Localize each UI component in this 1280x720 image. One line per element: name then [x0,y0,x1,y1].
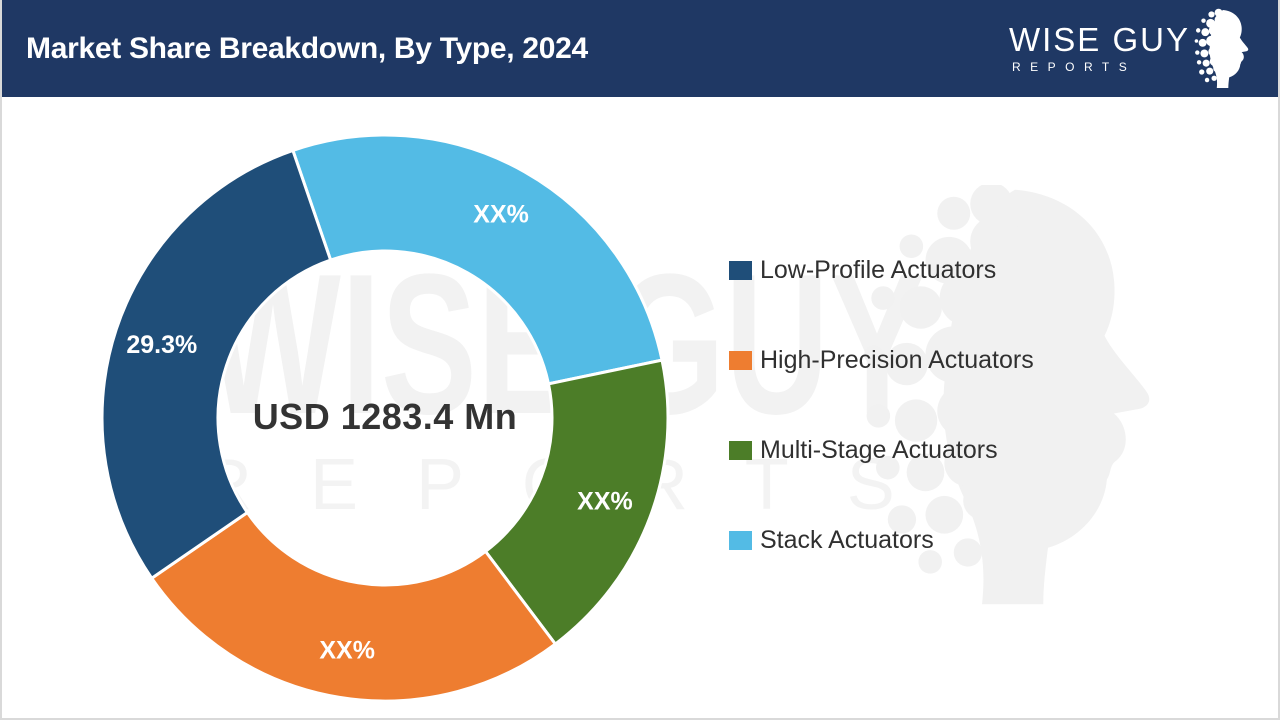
legend-item: Low-Profile Actuators [729,255,1034,285]
segment-label: 29.3% [126,331,197,359]
legend-label: Low-Profile Actuators [760,256,997,284]
logo-subtitle: REPORTS [1011,60,1137,74]
logo-head-icon [1194,8,1249,88]
donut-segment-multi-stage-actuators [484,358,670,646]
logo-wordmark: WISE GUY [1008,21,1190,58]
legend-swatch [729,350,752,370]
donut-segment-stack-actuators [291,133,664,386]
donut-segment-high-precision-actuators [150,511,557,703]
legend-swatch [729,530,752,550]
segment-label: XX% [473,200,529,228]
legend-item: High-Precision Actuators [729,345,1034,375]
legend-swatch [729,260,752,280]
legend-item: Multi-Stage Actuators [729,435,1034,465]
header-bar: Market Share Breakdown, By Type, 2024 WI… [0,0,1280,97]
segment-label: XX% [577,487,633,515]
segment-label: XX% [319,637,375,665]
wise-guy-logo: WISE GUY REPORTS [1009,8,1254,90]
legend-item: Stack Actuators [729,525,1034,555]
chart-center-value: USD 1283.4 Mn [252,396,518,437]
legend-label: High-Precision Actuators [760,346,1034,374]
legend-swatch [729,440,752,460]
donut-segment-low-profile-actuators [100,148,333,580]
legend-label: Stack Actuators [760,526,934,554]
page-title: Market Share Breakdown, By Type, 2024 [26,31,588,65]
legend: Low-Profile Actuators High-Precision Act… [729,255,1034,615]
donut-chart: XX% XX% XX% 29.3% [100,133,670,703]
legend-label: Multi-Stage Actuators [760,436,998,464]
